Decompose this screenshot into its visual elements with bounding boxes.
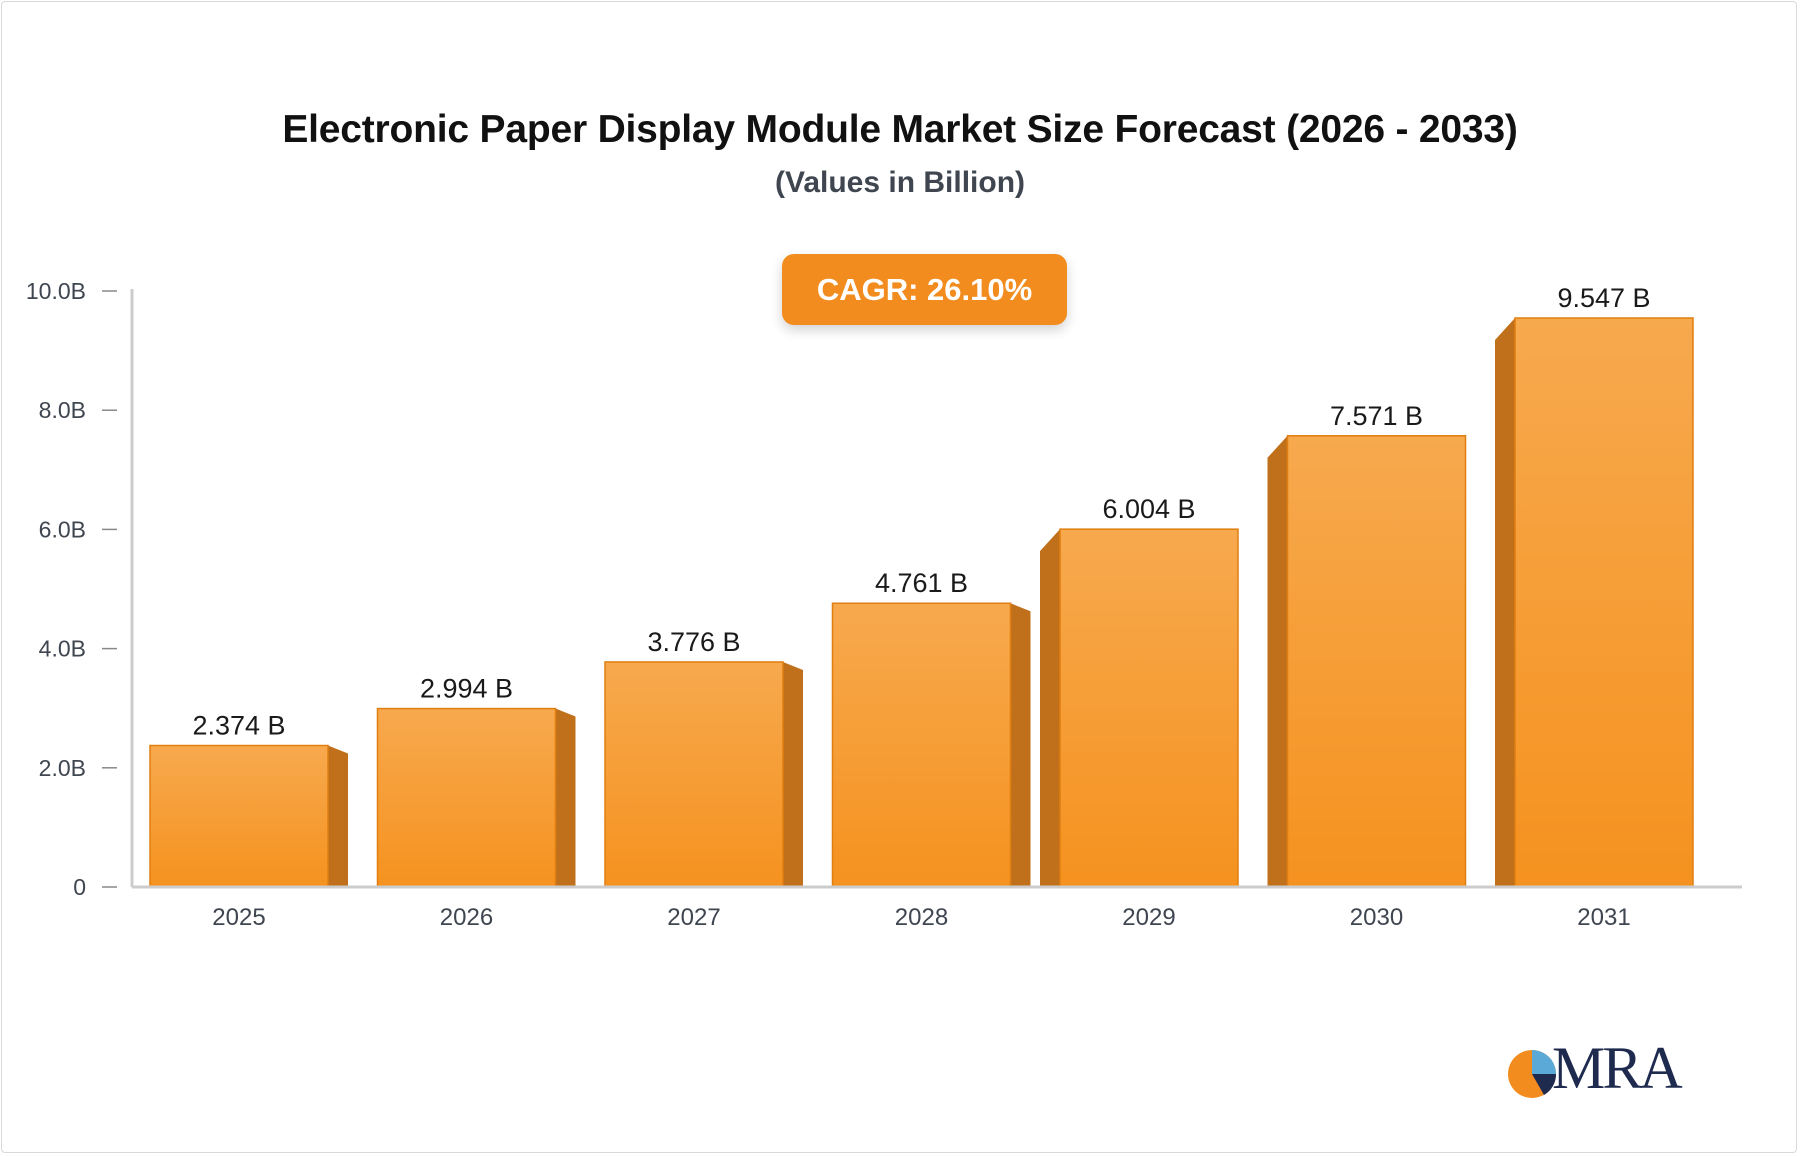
- bar-front: [376, 707, 557, 888]
- data-label: 6.004 B: [1102, 494, 1195, 524]
- x-tick-label: 2028: [895, 904, 948, 931]
- x-tick-label: 2031: [1577, 904, 1630, 931]
- bar-2029: 6.004 B: [1040, 494, 1239, 888]
- bar-2030: 7.571 B: [1267, 401, 1467, 888]
- y-tick-label: 10.0B: [26, 278, 86, 304]
- logo-text: MRA: [1552, 1035, 1683, 1101]
- chart-title: Electronic Paper Display Module Market S…: [282, 108, 1518, 151]
- y-axis: 0 2.0B 4.0B 6.0B 8.0B 10.0B: [26, 278, 134, 900]
- data-label: 4.761 B: [875, 568, 968, 598]
- bar-front: [1514, 317, 1694, 888]
- x-tick-label: 2026: [440, 904, 493, 931]
- bar-2028: 4.761 B: [831, 568, 1031, 888]
- data-label: 2.374 B: [192, 711, 285, 741]
- y-tick-label: 6.0B: [39, 516, 86, 542]
- data-label: 7.571 B: [1330, 401, 1423, 431]
- bar-front: [1059, 528, 1239, 888]
- data-label: 2.994 B: [420, 674, 513, 704]
- data-label: 3.776 B: [647, 627, 740, 657]
- bar-front: [149, 744, 329, 888]
- x-tick-label: 2029: [1122, 904, 1175, 931]
- y-tick-label: 0: [73, 874, 86, 900]
- bar-side: [1040, 529, 1060, 887]
- y-tick-label: 8.0B: [39, 397, 86, 423]
- x-tick-label: 2025: [212, 904, 265, 931]
- chart-subtitle: (Values in Billion): [774, 166, 1026, 199]
- bar-front: [831, 602, 1012, 888]
- bar-side: [1010, 603, 1031, 887]
- bar-side: [328, 745, 348, 887]
- cagr-badge: CAGR: 26.10%: [782, 254, 1067, 325]
- x-tick-label: 2030: [1350, 904, 1403, 931]
- bar-2025: 2.374 B: [149, 711, 348, 888]
- bar-side: [1495, 317, 1515, 888]
- mra-logo: MRA: [1506, 1035, 1696, 1101]
- bar-2027: 3.776 B: [604, 627, 803, 888]
- bars: 2.374 B 2.994 B 3.776 B 4.761 B 6.004 B 7.571…: [149, 283, 1694, 888]
- bar-side: [1267, 435, 1288, 887]
- bar-front: [1286, 435, 1467, 888]
- x-axis: 2025 2026 2027 2028 2029 2030 2031: [132, 885, 1742, 931]
- bar-side: [555, 708, 576, 887]
- y-tick-label: 4.0B: [39, 636, 86, 662]
- data-label: 9.547 B: [1557, 283, 1650, 313]
- x-tick-label: 2027: [667, 904, 720, 931]
- bar-side: [783, 661, 803, 887]
- y-tick-label: 2.0B: [39, 755, 86, 781]
- bar-2031: 9.547 B: [1495, 283, 1694, 888]
- bar-front: [604, 661, 784, 888]
- bar-2026: 2.994 B: [376, 674, 576, 888]
- pie-logo-icon: [1508, 1050, 1557, 1098]
